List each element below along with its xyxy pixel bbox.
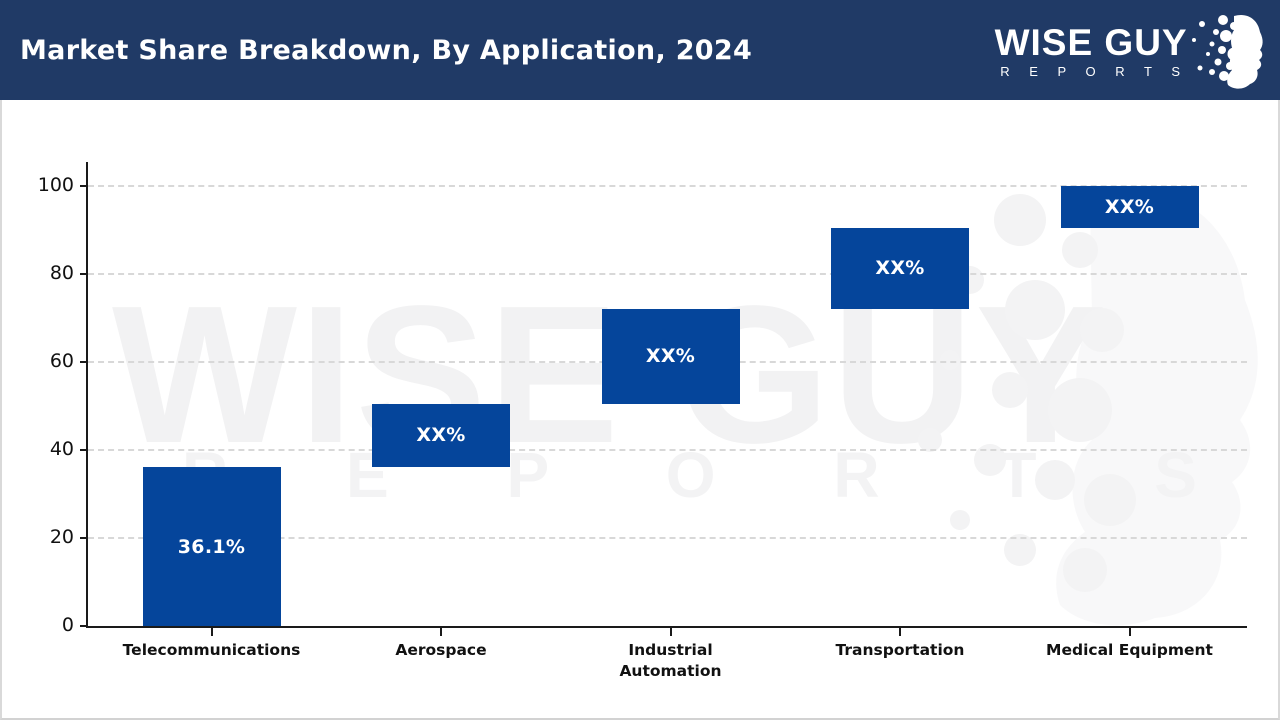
x-axis-tick (669, 628, 672, 636)
y-gridline (88, 273, 1247, 275)
y-axis-line (86, 162, 88, 628)
wise-guy-reports-logo: WISE GUY R E P O R T S (994, 10, 1264, 92)
logo-head-icon (1192, 14, 1263, 89)
waterfall-bar-3: XX% (601, 308, 740, 404)
waterfall-bar-2: XX% (372, 403, 510, 468)
x-axis-tick (1128, 628, 1131, 636)
waterfall-bar-4: XX% (831, 227, 969, 309)
category-label-4: Transportation (835, 641, 965, 659)
logo-text: WISE GUY R E P O R T S (994, 22, 1188, 80)
waterfall-bar-5: XX% (1060, 186, 1199, 228)
x-axis-tick (210, 628, 213, 636)
bar-value-label: XX% (645, 345, 696, 368)
watermark-subtext: R E P O R T S (182, 439, 1247, 511)
logo-subtext: R E P O R T S (1000, 64, 1188, 79)
category-label-2: Aerospace (395, 641, 487, 659)
x-axis-tick (440, 628, 442, 636)
bar-value-label: XX% (416, 424, 466, 447)
category-label-3: Industrial Automation (619, 641, 722, 680)
y-axis-tick (80, 537, 88, 539)
bar-value-label: 36.1% (177, 535, 246, 558)
waterfall-bar-1: 36.1% (142, 467, 281, 626)
category-label-1: Telecommunications (122, 641, 301, 659)
header-bar: Market Share Breakdown, By Application, … (0, 0, 1280, 100)
y-tick-label: 40 (49, 438, 74, 460)
y-axis-tick (80, 273, 88, 275)
content-frame (0, 100, 1280, 720)
bar-value-label: XX% (1104, 195, 1155, 218)
y-axis-tick (80, 449, 88, 451)
y-gridline (88, 185, 1247, 187)
y-axis-tick (80, 185, 88, 187)
x-axis-tick (899, 628, 901, 636)
y-tick-label: 60 (49, 350, 74, 372)
y-axis-tick (80, 361, 88, 363)
y-tick-label: 100 (37, 174, 74, 196)
y-gridline (88, 449, 1247, 451)
chart-title: Market Share Breakdown, By Application, … (20, 34, 753, 66)
y-tick-label: 0 (61, 614, 74, 636)
bar-value-label: XX% (875, 257, 925, 280)
y-tick-label: 20 (49, 526, 74, 548)
y-tick-label: 80 (49, 262, 74, 284)
logo-wordmark: WISE GUY (994, 22, 1188, 63)
y-axis-tick (80, 625, 88, 627)
x-axis-line (86, 626, 1247, 628)
category-label-5: Medical Equipment (1046, 641, 1213, 659)
y-gridline (88, 537, 1247, 539)
